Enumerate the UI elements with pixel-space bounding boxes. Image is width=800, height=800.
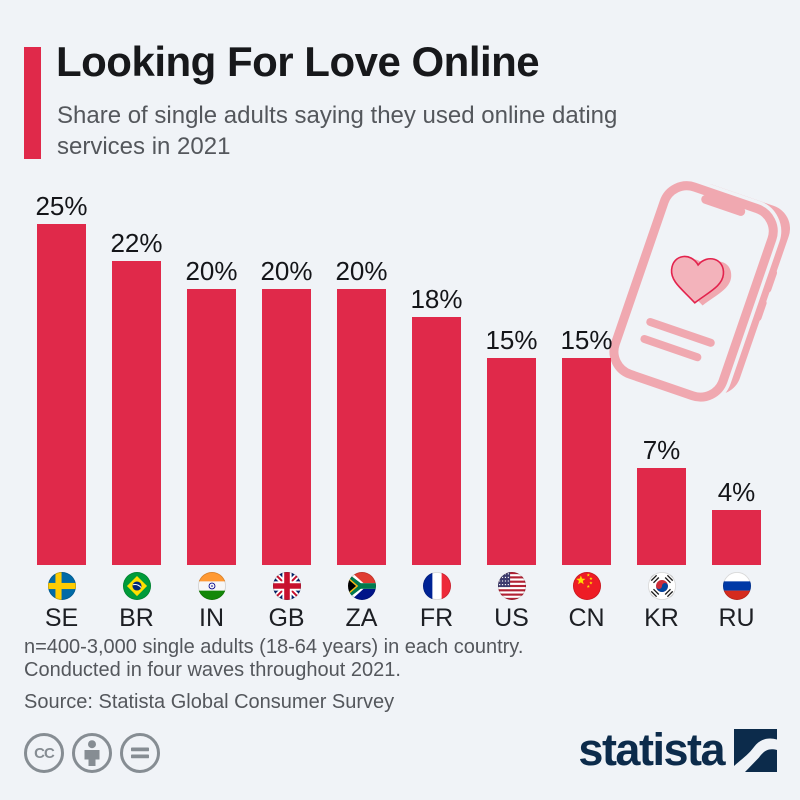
country-code-label: US (494, 604, 529, 632)
us-flag-icon (497, 572, 526, 600)
source-line: Source: Statista Global Consumer Survey (24, 691, 395, 713)
bar-za (337, 289, 386, 565)
bar-kr (637, 468, 686, 565)
bar-value-label: 20% (335, 256, 388, 286)
bar-column-gb: 20% GB (249, 190, 324, 633)
license-row: CC (24, 733, 160, 773)
bar-value-label: 15% (560, 325, 613, 355)
bar-column-fr: 18% FR (399, 190, 474, 633)
country-code-label: CN (568, 604, 605, 632)
bar-value-label: 7% (642, 435, 681, 465)
bar-value-label: 4% (717, 477, 756, 507)
country-code-label: GB (268, 604, 305, 632)
bar-column-cn: 15% CN (549, 190, 624, 633)
bar-column-in: 20% IN (174, 190, 249, 633)
country-code-label: RU (718, 604, 755, 632)
country-code-label: BR (119, 604, 154, 632)
country-code-label: SE (44, 604, 79, 632)
bar-value-label: 15% (485, 325, 538, 355)
statista-wordmark: statista (578, 724, 725, 775)
bar-fr (412, 317, 461, 565)
bar-value-label: 25% (35, 191, 88, 221)
subtitle-line-1: Share of single adults saying they used … (57, 102, 618, 129)
heart-icon (670, 255, 732, 306)
in-flag-icon (197, 572, 226, 600)
za-flag-icon (347, 572, 376, 600)
kr-flag-icon (647, 572, 676, 600)
statista-logo[interactable]: statista (578, 727, 777, 773)
bar-ru (712, 510, 761, 565)
title-accent-bar (24, 47, 41, 159)
country-code-label: FR (419, 604, 454, 632)
bar-gb (262, 289, 311, 565)
bar-column-ru: 4% RU (699, 190, 774, 633)
bar-se (37, 224, 86, 565)
bar-chart: 25% SE 22% BR 20% IN 20% GB 20% (24, 190, 774, 633)
country-code-label: ZA (345, 604, 378, 632)
country-code-label: IN (199, 604, 224, 632)
footnote-line-2: Conducted in four waves throughout 2021. (24, 659, 401, 681)
subtitle-line-2: services in 2021 (57, 133, 231, 160)
attribution-person-icon[interactable] (72, 733, 112, 773)
bar-value-label: 18% (410, 284, 463, 314)
bar-value-label: 20% (260, 256, 313, 286)
se-flag-icon (47, 572, 76, 600)
bar-column-kr: 7% KR (624, 190, 699, 633)
bar-us (487, 358, 536, 565)
statista-logo-mark (734, 728, 777, 772)
bar-column-us: 15% US (474, 190, 549, 633)
cn-flag-icon (572, 572, 601, 600)
bar-column-se: 25% SE (24, 190, 99, 633)
footnote-line-1: n=400-3,000 single adults (18-64 years) … (24, 636, 524, 658)
fr-flag-icon (422, 572, 451, 600)
gb-flag-icon (272, 572, 301, 600)
cc-icon[interactable]: CC (24, 733, 64, 773)
chart-subtitle: Share of single adults saying they used … (57, 100, 617, 162)
bar-value-label: 22% (110, 228, 163, 258)
bar-br (112, 261, 161, 565)
no-derivatives-equals-icon[interactable] (120, 733, 160, 773)
br-flag-icon (122, 572, 151, 600)
bar-in (187, 289, 236, 565)
ru-flag-icon (722, 572, 751, 600)
country-code-label: KR (644, 604, 679, 632)
smartphone-heart-illustration (606, 177, 790, 406)
bar-column-za: 20% ZA (324, 190, 399, 633)
bar-cn (562, 358, 611, 565)
page-title: Looking For Love Online (56, 38, 540, 85)
bar-value-label: 20% (185, 256, 238, 286)
footnote: n=400-3,000 single adults (18-64 years) … (24, 636, 523, 714)
bar-column-br: 22% BR (99, 190, 174, 633)
